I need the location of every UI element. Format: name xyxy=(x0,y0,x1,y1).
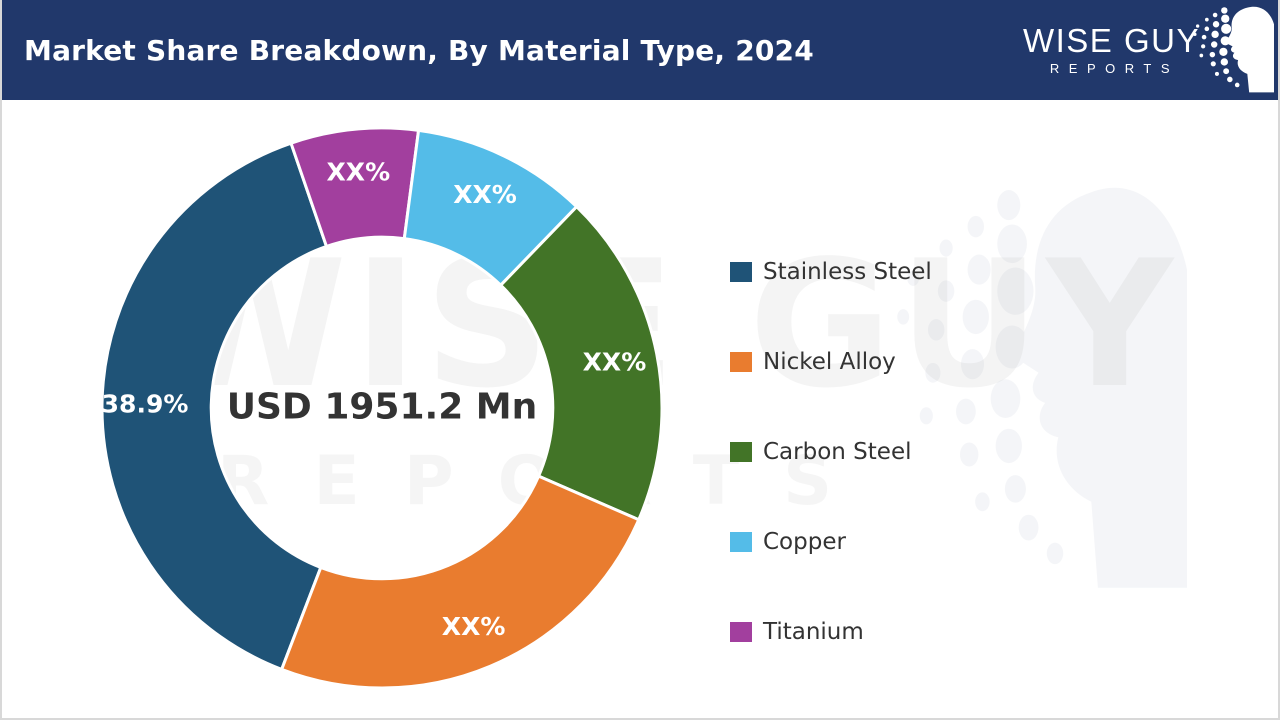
legend-swatch-copper xyxy=(730,532,752,552)
legend-item-carbon-steel: Carbon Steel xyxy=(730,438,932,466)
legend-label-carbon-steel: Carbon Steel xyxy=(763,439,912,465)
chart-legend: Stainless Steel Nickel Alloy Carbon Steel C… xyxy=(730,258,932,708)
segment-label-carbon-steel: XX% xyxy=(583,347,647,376)
donut-segment-nickel-alloy xyxy=(280,474,641,690)
legend-item-titanium: Titanium xyxy=(730,618,932,646)
segment-label-stainless-steel: 38.9% xyxy=(102,389,189,418)
legend-label-copper: Copper xyxy=(763,529,846,555)
legend-swatch-stainless-steel xyxy=(730,262,752,282)
wiseguy-logo: WISE GUY REPORTS xyxy=(1014,0,1274,100)
logo-wise-guy-text: WISE GUY xyxy=(1022,22,1200,59)
legend-item-nickel-alloy: Nickel Alloy xyxy=(730,348,932,376)
wiseguy-head-icon xyxy=(1193,6,1274,93)
legend-swatch-nickel-alloy xyxy=(730,352,752,372)
wiseguy-logo-text: WISE GUY REPORTS xyxy=(1023,24,1200,76)
segment-label-copper: XX% xyxy=(453,180,517,209)
donut-chart: 38.9% XX% XX% XX% XX% xyxy=(100,126,664,690)
legend-swatch-carbon-steel xyxy=(730,442,752,462)
chart-center-value: USD 1951.2 Mn xyxy=(226,386,538,428)
donut-segment-stainless-steel xyxy=(100,141,329,671)
logo-reports-text: REPORTS xyxy=(1049,61,1180,76)
segment-label-titanium: XX% xyxy=(327,158,391,187)
legend-label-titanium: Titanium xyxy=(763,619,864,645)
legend-item-copper: Copper xyxy=(730,528,932,556)
page-title: Market Share Breakdown, By Material Type… xyxy=(24,33,814,67)
segment-label-nickel-alloy: XX% xyxy=(442,612,506,641)
header: Market Share Breakdown, By Material Type… xyxy=(2,0,1278,100)
legend-swatch-titanium xyxy=(730,622,752,642)
legend-label-stainless-steel: Stainless Steel xyxy=(763,259,932,285)
legend-label-nickel-alloy: Nickel Alloy xyxy=(763,349,896,375)
legend-item-stainless-steel: Stainless Steel xyxy=(730,258,932,286)
donut-segment-carbon-steel xyxy=(499,205,664,522)
